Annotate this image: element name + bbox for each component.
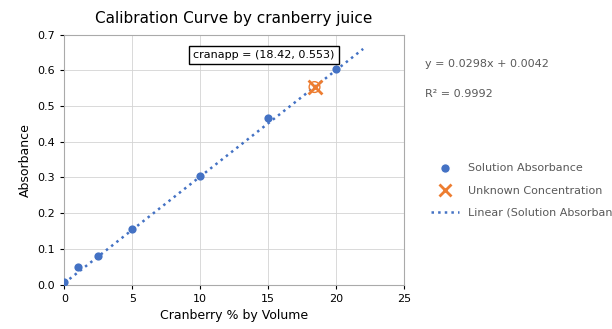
Title: Calibration Curve by cranberry juice: Calibration Curve by cranberry juice (95, 12, 373, 26)
Text: cranapp = (18.42, 0.553): cranapp = (18.42, 0.553) (193, 50, 335, 60)
Point (59, 279, 69, 284)
Point (310, 85, 319, 90)
Point (127, 227, 137, 232)
X-axis label: Cranberry % by Volume: Cranberry % by Volume (160, 309, 308, 322)
Text: y = 0.0298x + 0.0042: y = 0.0298x + 0.0042 (425, 59, 549, 69)
Legend: Solution Absorbance, Unknown Concentration, Linear (Solution Absorbance): Solution Absorbance, Unknown Concentrati… (431, 164, 612, 218)
Y-axis label: Absorbance: Absorbance (19, 123, 32, 196)
Point (331, 66, 341, 72)
Text: R² = 0.9992: R² = 0.9992 (425, 89, 493, 99)
Point (195, 174, 205, 179)
Point (310, 85, 319, 90)
Point (93, 254, 103, 259)
Point (73, 264, 83, 269)
Point (263, 116, 273, 121)
